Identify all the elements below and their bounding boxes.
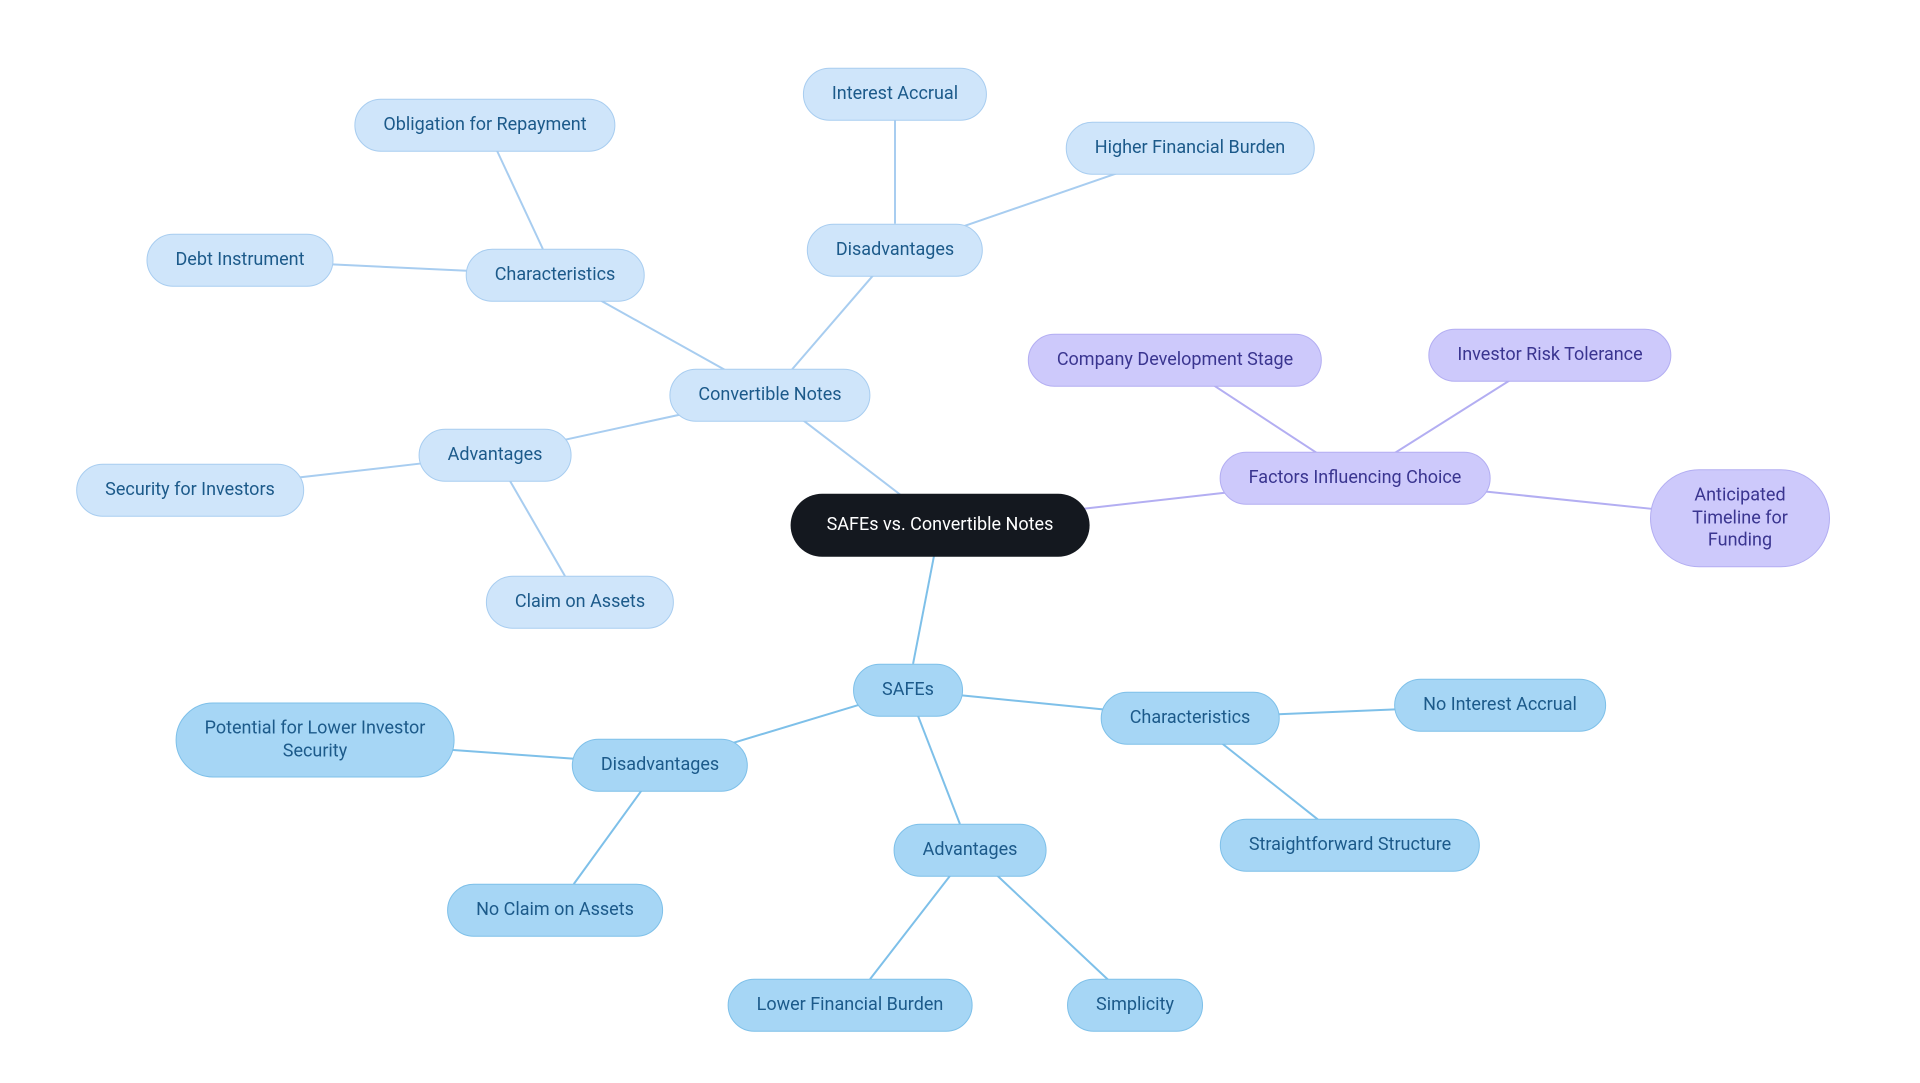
edge: [332, 264, 467, 270]
node-safe-lower-burden: Lower Financial Burden: [728, 979, 973, 1032]
edge: [560, 412, 693, 441]
node-factors: Factors Influencing Choice: [1220, 452, 1491, 505]
node-root: SAFEs vs. Convertible Notes: [791, 494, 1090, 557]
node-cn-interest-accrual: Interest Accrual: [803, 68, 987, 121]
edge: [792, 275, 873, 369]
node-cn-debt-instrument: Debt Instrument: [146, 234, 333, 287]
diagram-canvas: SAFEs vs. Convertible Notes Convertible …: [0, 0, 1920, 1083]
edge: [450, 750, 575, 759]
edge: [1474, 490, 1651, 508]
node-safe-simplicity: Simplicity: [1067, 979, 1203, 1032]
edge: [722, 704, 862, 746]
edge: [802, 420, 900, 495]
node-cn-characteristics: Characteristics: [466, 249, 645, 302]
node-convertible-notes: Convertible Notes: [669, 369, 870, 422]
edge: [292, 463, 423, 478]
node-cn-advantages: Advantages: [419, 429, 572, 482]
node-safes: SAFEs: [853, 664, 963, 717]
node-safe-no-claim: No Claim on Assets: [447, 884, 663, 937]
edge: [870, 875, 950, 979]
node-safe-no-interest: No Interest Accrual: [1394, 679, 1606, 732]
node-factor-timeline: Anticipated Timeline for Funding: [1650, 469, 1830, 567]
edge: [918, 716, 960, 824]
node-safe-characteristics: Characteristics: [1101, 692, 1280, 745]
node-safe-straightforward: Straightforward Structure: [1220, 819, 1480, 872]
edge: [1214, 385, 1317, 452]
edge: [1071, 491, 1238, 510]
edge: [996, 875, 1109, 981]
edge: [574, 791, 642, 884]
edge: [510, 481, 565, 576]
edge: [597, 298, 728, 371]
node-safe-advantages: Advantages: [894, 824, 1047, 877]
node-safe-lower-security: Potential for Lower Investor Security: [176, 703, 455, 778]
node-cn-obligation-repayment: Obligation for Repayment: [354, 99, 615, 152]
node-cn-security-investors: Security for Investors: [76, 464, 304, 517]
edge: [913, 556, 934, 664]
node-factor-stage: Company Development Stage: [1028, 334, 1322, 387]
edge: [1395, 380, 1511, 453]
edge: [1221, 743, 1318, 820]
node-cn-higher-burden: Higher Financial Burden: [1066, 122, 1315, 175]
node-factor-risk: Investor Risk Tolerance: [1428, 329, 1671, 382]
node-safe-disadvantages: Disadvantages: [572, 739, 748, 792]
edge: [497, 151, 543, 249]
node-cn-claim-assets: Claim on Assets: [486, 576, 674, 629]
node-cn-disadvantages: Disadvantages: [807, 224, 983, 277]
edge: [953, 170, 1126, 230]
edge: [962, 695, 1106, 709]
edge: [1278, 709, 1395, 714]
